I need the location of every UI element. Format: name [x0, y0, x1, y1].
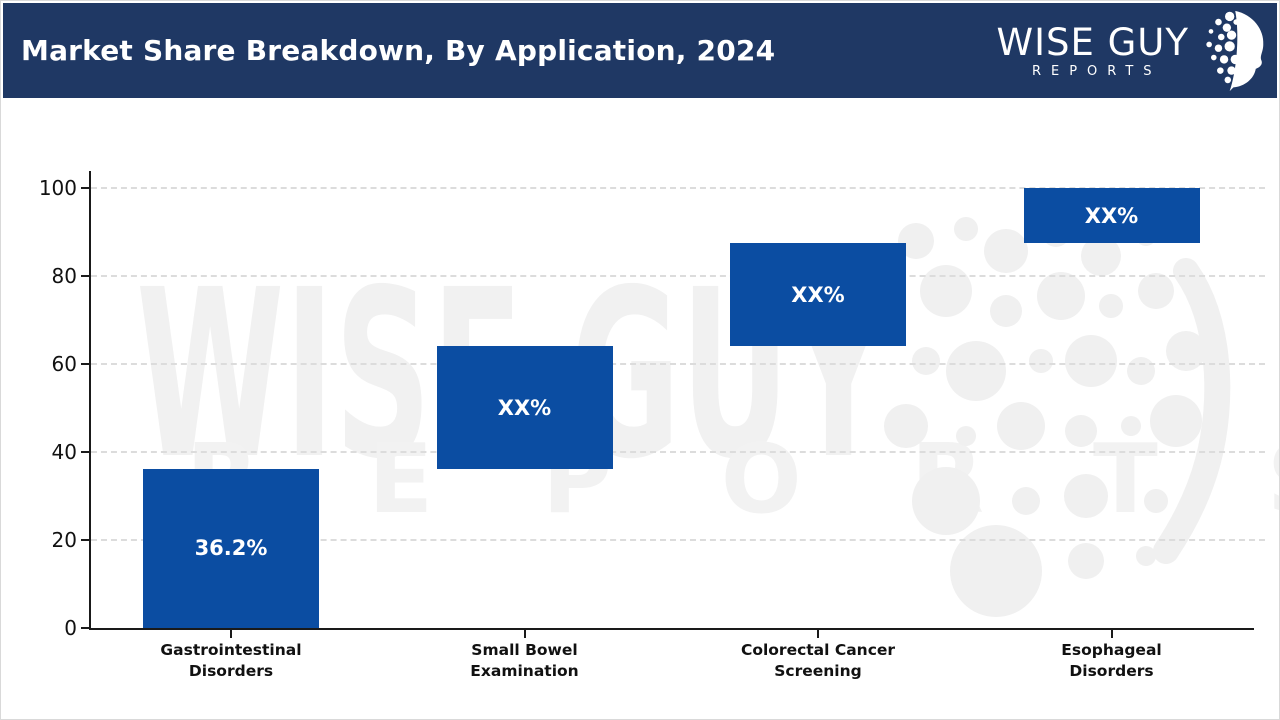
- bar-segment: XX%: [730, 243, 906, 347]
- page-title: Market Share Breakdown, By Application, …: [21, 34, 776, 67]
- y-axis-tick-label: 40: [51, 440, 77, 464]
- category-label-line: Screening: [774, 662, 862, 680]
- y-axis-tick-mark: [81, 275, 89, 277]
- gridline: [91, 451, 1265, 453]
- y-axis-tick-label: 20: [51, 528, 77, 552]
- y-axis-tick-label: 100: [38, 176, 77, 200]
- y-axis-tick-label: 60: [51, 352, 77, 376]
- x-axis-tick-mark: [1110, 630, 1113, 638]
- gridline: [91, 275, 1265, 277]
- x-axis-tick-mark: [817, 630, 819, 638]
- brand-tagline: REPORTS: [1031, 63, 1162, 79]
- y-axis-tick-label: 0: [64, 616, 77, 640]
- y-axis-tick-mark: [81, 539, 89, 541]
- category-label-line: Disorders: [188, 662, 274, 680]
- bar-value-label: XX%: [791, 282, 845, 307]
- brand-head-icon: [1206, 10, 1264, 91]
- y-axis-tick-mark: [81, 187, 89, 189]
- bar-segment: XX%: [436, 346, 613, 469]
- x-axis-category-label: Esophageal Disorders: [992, 640, 1232, 682]
- y-axis-line: [89, 171, 91, 630]
- category-label-line: Examination: [470, 662, 579, 680]
- x-axis-category-label: Colorectal Cancer Screening: [698, 640, 938, 682]
- category-label-line: Esophageal: [1061, 641, 1162, 659]
- bar-value-label: 36.2%: [194, 536, 268, 561]
- y-axis-tick-label: 80: [51, 264, 77, 288]
- brand-name: WISE GUY: [996, 20, 1189, 64]
- x-axis-category-label: Small Bowel Examination: [405, 640, 645, 682]
- watermark-head-icon: [884, 217, 1231, 617]
- category-label-line: Gastrointestinal: [160, 641, 302, 659]
- gridline: [91, 187, 1265, 189]
- gridline: [91, 363, 1265, 365]
- category-label-line: Small Bowel: [471, 641, 578, 659]
- x-axis-tick-mark: [230, 630, 232, 638]
- brand-logo: WISE GUY REPORTS: [997, 8, 1277, 94]
- gridline: [91, 539, 1265, 541]
- x-axis-tick-mark: [523, 630, 526, 638]
- bar-segment: XX%: [1023, 188, 1200, 244]
- y-axis-tick-mark: [81, 363, 89, 365]
- y-axis-tick-mark: [81, 627, 89, 629]
- bar-segment: 36.2%: [143, 468, 319, 628]
- bar-value-label: XX%: [1084, 203, 1139, 228]
- header-bar: Market Share Breakdown, By Application, …: [3, 3, 1277, 98]
- bar-value-label: XX%: [497, 395, 552, 420]
- category-label-line: Disorders: [1069, 662, 1154, 680]
- x-axis-line: [89, 628, 1254, 630]
- category-label-line: Colorectal Cancer: [740, 641, 896, 659]
- x-axis-category-label: Gastrointestinal Disorders: [111, 640, 351, 682]
- brand-wordmark: WISE GUY REPORTS: [997, 24, 1189, 78]
- y-axis-tick-mark: [81, 451, 89, 453]
